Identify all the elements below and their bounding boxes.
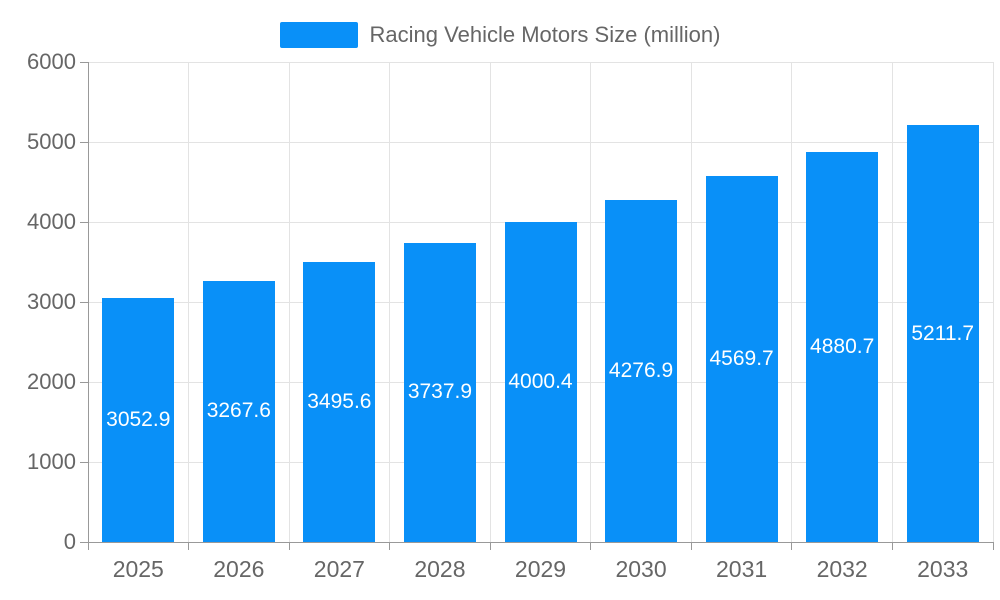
bar-value-label: 4276.9 [608,358,674,382]
x-axis-tick [489,542,491,550]
bar-2031[interactable]: 4569.7 [705,176,778,542]
bar-value-label: 4569.7 [709,347,774,371]
bar-value-label: 4000.4 [508,369,573,393]
y-axis-tick [80,381,88,383]
x-axis-tick [891,542,893,550]
bar-2028[interactable]: 3737.9 [403,242,476,542]
gridline-horizontal [88,61,993,63]
y-axis-tick-label: 3000 [27,289,76,314]
x-axis-category-label: 2032 [816,556,868,582]
bar-2025[interactable]: 3052.9 [102,297,175,542]
x-axis-tick [690,542,692,550]
gridline-vertical [389,62,391,542]
gridline-vertical [188,62,190,542]
x-axis-tick [188,542,190,550]
bar-2029[interactable]: 4000.4 [504,221,577,542]
bar-value-label: 3737.9 [407,380,473,404]
gridline-vertical [791,62,793,542]
bar-2027[interactable]: 3495.6 [303,262,376,542]
gridline-vertical [489,62,491,542]
x-axis-tick [992,542,994,550]
x-axis-tick [389,542,391,550]
plot-area: 0 1000 2000 3000 4000 5000 6000 3052.9 3267.6 349… [27,49,994,582]
bar-2033[interactable]: 5211.7 [906,125,979,542]
x-axis-tick [288,542,290,550]
x-axis-tick [590,542,592,550]
x-axis-category-label: 2030 [615,556,667,582]
gridline-vertical [992,62,994,542]
bar-value-label: 3495.6 [307,390,372,414]
y-axis-tick-label: 5000 [27,129,76,154]
legend[interactable]: Racing Vehicle Motors Size (million) [0,20,1000,50]
y-axis-tick [80,61,88,63]
legend-swatch-icon [279,22,358,48]
bar-value-label: 5211.7 [911,321,975,345]
bar-2026[interactable]: 3267.6 [202,280,275,542]
x-axis-category-label: 2025 [112,556,164,582]
bar-value-label: 4880.7 [810,334,875,358]
y-axis-tick [80,221,88,223]
x-axis-category-label: 2026 [213,556,265,582]
x-axis-category-label: 2031 [716,556,768,582]
y-axis-tick-label: 6000 [27,49,76,74]
x-axis-category-label: 2028 [414,556,466,582]
x-axis-category-label: 2027 [313,556,365,582]
y-axis-tick [80,461,88,463]
y-axis-tick-label: 2000 [27,369,76,394]
legend-label: Racing Vehicle Motors Size (million) [369,22,721,47]
x-axis-line [88,541,993,543]
bar-value-label: 3052.9 [106,407,171,431]
y-axis-tick-label: 1000 [27,449,76,474]
y-axis-tick [80,301,88,303]
bar-2030[interactable]: 4276.9 [605,199,678,542]
y-axis-tick [80,141,88,143]
y-axis-tick-label: 0 [63,529,76,554]
x-axis-category-label: 2029 [514,556,567,582]
gridline-vertical [590,62,592,542]
gridline-vertical [891,62,893,542]
y-axis-tick [80,541,88,543]
gridline-vertical [690,62,692,542]
bar-2032[interactable]: 4880.7 [806,151,879,542]
x-axis-tick [791,542,793,550]
y-axis-tick-label: 4000 [27,209,76,234]
gridline-vertical [288,62,290,542]
y-axis-line [88,62,89,550]
x-axis-category-label: 2033 [917,556,969,582]
gridline-horizontal [88,141,993,143]
bar-value-label: 3267.6 [206,399,271,423]
